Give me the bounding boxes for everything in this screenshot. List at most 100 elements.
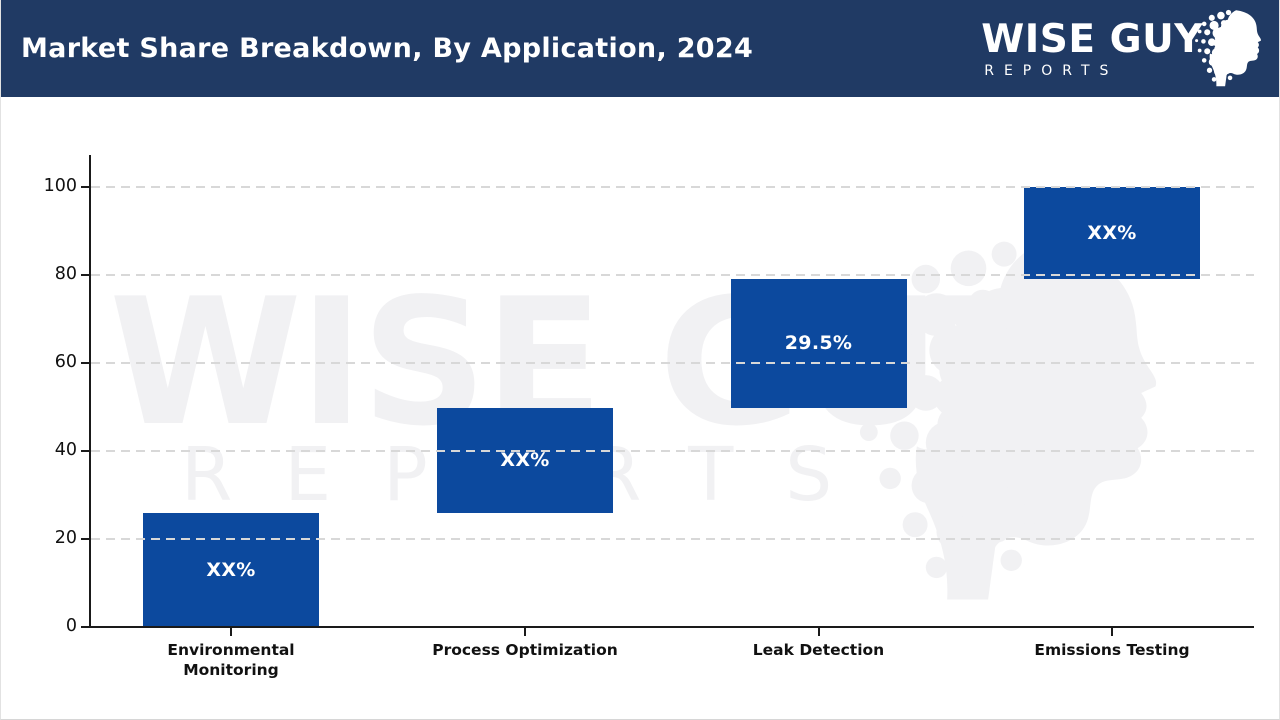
x-tickmark-emissions-testing xyxy=(1111,628,1113,636)
head-dot xyxy=(968,289,997,319)
gridline-80 xyxy=(91,274,1254,276)
page-title: Market Share Breakdown, By Application, … xyxy=(21,33,754,64)
head-dot xyxy=(1197,48,1202,52)
head-dot xyxy=(911,264,941,294)
head-dot xyxy=(890,421,919,450)
header-bar: Market Share Breakdown, By Application, … xyxy=(1,0,1279,97)
brand-head-icon xyxy=(1195,9,1261,86)
y-tickmark-60 xyxy=(81,362,89,364)
x-tick-label-environmental-monitoring: Environmental Monitoring xyxy=(167,641,295,680)
head-dot xyxy=(1000,549,1022,571)
head-dot xyxy=(859,423,878,442)
head-dot xyxy=(1223,46,1231,55)
head-dot xyxy=(1227,75,1233,80)
head-dot xyxy=(1208,37,1216,46)
head-dot xyxy=(1208,57,1217,66)
head-dot xyxy=(1211,47,1221,57)
brand-subname: REPORTS xyxy=(984,62,1119,79)
head-dot xyxy=(1229,17,1234,22)
head-dot xyxy=(1021,403,1044,425)
head-dot xyxy=(1229,35,1236,42)
head-dot xyxy=(982,514,1012,543)
y-axis xyxy=(89,155,91,628)
head-dot xyxy=(879,467,901,490)
bar-process-optimization xyxy=(437,408,613,513)
head-dot xyxy=(988,327,1014,353)
x-tick-label-leak-detection: Leak Detection xyxy=(752,641,885,659)
y-tick-label-100: 100 xyxy=(43,176,77,196)
x-tickmark-environmental-monitoring xyxy=(230,628,232,636)
head-dot xyxy=(1217,11,1225,19)
head-dot xyxy=(1209,20,1219,30)
head-dot xyxy=(1228,56,1235,63)
gridline-100 xyxy=(91,186,1254,188)
head-dot xyxy=(925,556,948,579)
y-tickmark-100 xyxy=(81,186,89,188)
head-dot xyxy=(1232,43,1237,49)
gridline-40 xyxy=(91,450,1254,452)
bar-value-label-emissions-testing: XX% xyxy=(1087,221,1137,244)
head-dot xyxy=(1201,21,1207,26)
head-dot xyxy=(1007,279,1030,301)
x-tickmark-leak-detection xyxy=(817,628,820,636)
head-dot xyxy=(911,467,948,504)
head-dot xyxy=(1004,464,1033,493)
head-dot xyxy=(950,250,987,287)
head-dot xyxy=(1217,37,1227,47)
y-tickmark-20 xyxy=(81,538,89,540)
head-dot xyxy=(902,512,928,538)
y-tick-label-20: 20 xyxy=(54,528,77,548)
y-tickmark-80 xyxy=(81,274,89,276)
head-dot xyxy=(954,371,997,415)
head-dot xyxy=(1021,314,1044,336)
bar-environmental-monitoring xyxy=(143,512,319,627)
x-axis xyxy=(89,626,1254,628)
head-dot xyxy=(925,421,969,465)
head-dot xyxy=(1007,364,1037,393)
head-dot xyxy=(1212,27,1224,38)
head-dot xyxy=(1219,77,1226,83)
head-dot xyxy=(1225,27,1231,33)
brand-logo-text: WISE GUY REPORTS xyxy=(981,20,1203,78)
bar-leak-detection xyxy=(730,278,907,409)
head-dot xyxy=(1204,47,1211,54)
head-dot xyxy=(1214,67,1222,76)
bar-value-label-leak-detection: 29.5% xyxy=(784,332,853,355)
head-dot xyxy=(1197,29,1202,33)
head-dot xyxy=(1220,19,1227,26)
head-dot xyxy=(1206,67,1213,73)
head-dot xyxy=(1204,28,1211,35)
y-tickmark-0 xyxy=(81,626,89,628)
bar-emissions-testing xyxy=(1024,187,1200,279)
head-dot xyxy=(1201,57,1207,63)
gridline-20 xyxy=(91,538,1254,540)
brand-logo: WISE GUY REPORTS xyxy=(981,7,1265,91)
head-dot xyxy=(963,558,989,584)
head-dot xyxy=(979,417,1015,454)
x-tick-label-emissions-testing: Emissions Testing xyxy=(1034,641,1190,659)
head-dot xyxy=(1018,503,1040,525)
head-dot xyxy=(1211,76,1217,82)
bar-value-label-process-optimization: XX% xyxy=(500,449,550,472)
head-dot xyxy=(1201,38,1206,44)
head-dot xyxy=(1232,24,1237,30)
x-tick-label-process-optimization: Process Optimization xyxy=(432,641,618,659)
bar-value-label-environmental-monitoring: XX% xyxy=(206,558,256,581)
head-dot xyxy=(1195,38,1199,42)
head-dot xyxy=(954,467,997,511)
head-dot xyxy=(1208,14,1215,21)
x-tickmark-process-optimization xyxy=(524,628,526,636)
y-tick-label-40: 40 xyxy=(54,440,77,460)
head-dot xyxy=(908,375,944,411)
y-tick-label-0: 0 xyxy=(65,616,77,636)
head-dot xyxy=(1223,67,1231,74)
head-dot xyxy=(991,241,1017,267)
head-dot xyxy=(1225,9,1232,15)
y-tickmark-40 xyxy=(81,450,89,452)
gridline-60 xyxy=(91,362,1254,364)
head-dot xyxy=(1217,57,1227,67)
